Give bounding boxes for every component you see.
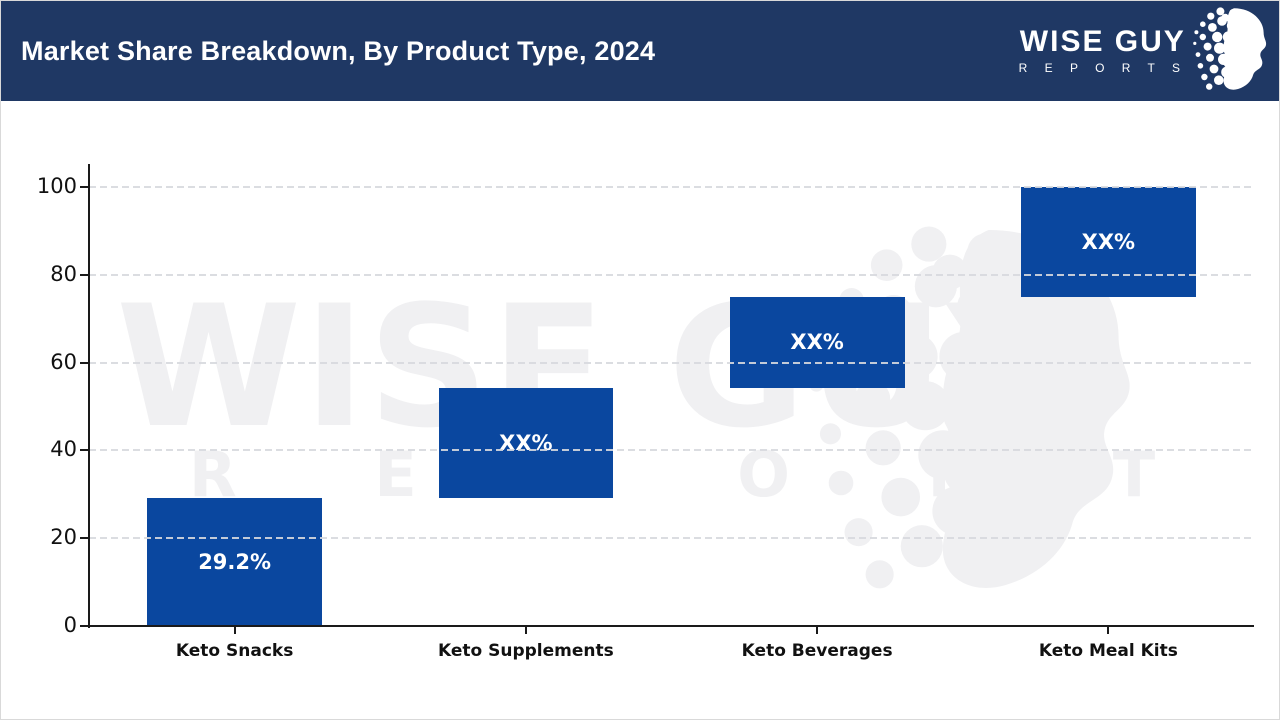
bar-value-label: XX% xyxy=(1081,229,1136,254)
x-tick-keto-snacks xyxy=(233,627,236,634)
bar-keto-meal-kits: XX% xyxy=(1021,187,1196,297)
gridline-100 xyxy=(89,186,1254,188)
logo-wordmark: WISE GUY xyxy=(1019,25,1186,58)
wiseguy-logo: WISE GUY R E P O R T S xyxy=(1019,1,1271,101)
logo-subtext: R E P O R T S xyxy=(1018,61,1187,75)
logo-text: WISE GUY R E P O R T S xyxy=(1018,25,1187,76)
x-tick-keto-meal-kits xyxy=(1107,627,1110,634)
y-tick-20 xyxy=(80,537,88,540)
x-axis-line xyxy=(87,625,1254,627)
bar-value-label: XX% xyxy=(790,330,844,355)
bar-keto-snacks: 29.2% xyxy=(147,497,322,626)
bar-keto-supplements: XX% xyxy=(438,388,614,498)
header-bar: Market Share Breakdown, By Product Type,… xyxy=(1,1,1279,101)
bar-value-label: 29.2% xyxy=(198,549,272,574)
x-tick-keto-beverages xyxy=(816,627,819,634)
bar-keto-beverages: XX% xyxy=(729,296,905,389)
y-tick-100 xyxy=(80,186,88,188)
y-tick-40 xyxy=(80,449,88,452)
x-tick-keto-supplements xyxy=(524,627,527,634)
y-axis-line xyxy=(88,164,90,628)
gridline-60 xyxy=(89,361,1254,364)
x-tick-label-keto-supplements: Keto Supplements xyxy=(437,641,614,661)
y-tick-label-100: 100 xyxy=(36,174,77,198)
y-tick-label-40: 40 xyxy=(50,437,77,462)
y-tick-60 xyxy=(80,361,88,364)
y-tick-label-60: 60 xyxy=(50,349,77,374)
x-tick-label-keto-beverages: Keto Beverages xyxy=(741,641,893,661)
y-tick-label-80: 80 xyxy=(50,261,77,286)
x-tick-label-keto-meal-kits: Keto Meal Kits xyxy=(1038,641,1178,661)
gridline-80 xyxy=(89,273,1254,276)
x-tick-label-keto-snacks: Keto Snacks xyxy=(175,641,294,661)
gridline-20 xyxy=(89,537,1254,540)
chart-title: Market Share Breakdown, By Product Type,… xyxy=(21,35,656,66)
y-tick-label-0: 0 xyxy=(63,613,77,637)
y-tick-80 xyxy=(80,273,88,276)
gridline-40 xyxy=(89,449,1254,452)
y-tick-0 xyxy=(80,625,88,627)
face-profile-icon xyxy=(1193,7,1267,90)
y-tick-label-20: 20 xyxy=(50,525,77,550)
